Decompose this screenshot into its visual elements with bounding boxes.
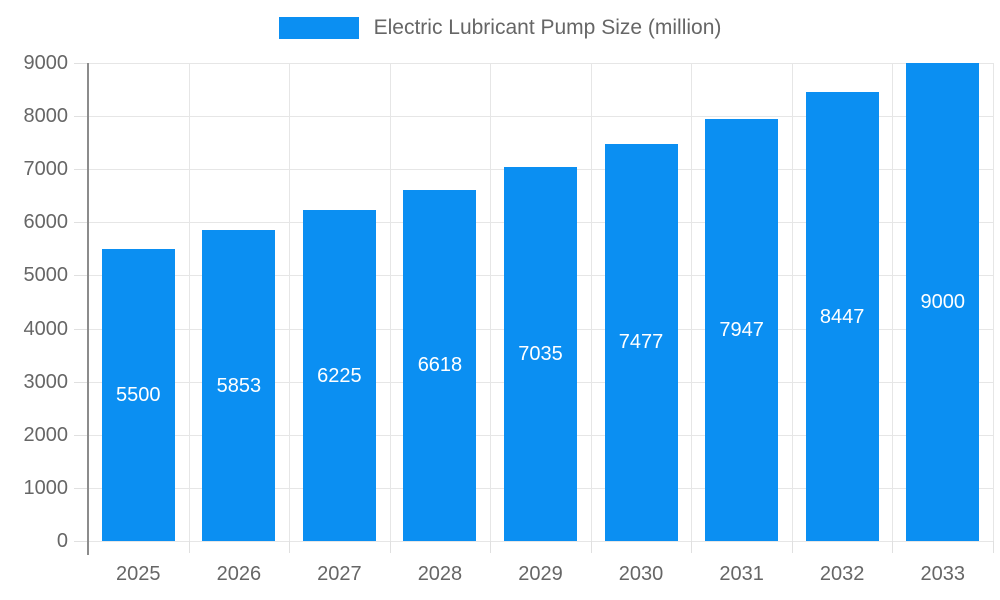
bar-value-label: 5853 <box>216 374 262 397</box>
x-tick-mark <box>389 541 391 553</box>
legend-label: Electric Lubricant Pump Size (million) <box>373 16 722 39</box>
bar-value-label: 6618 <box>417 354 463 377</box>
bar-value-label: 9000 <box>920 291 965 313</box>
x-gridline <box>590 63 592 541</box>
x-gridline <box>289 63 291 541</box>
bar-2033[interactable]: 9000 <box>906 63 980 541</box>
y-tick-mark <box>74 328 88 330</box>
x-axis-tick-label: 2032 <box>819 563 865 585</box>
x-gridline <box>188 63 190 541</box>
y-tick-mark <box>74 63 88 64</box>
x-gridline <box>691 63 693 541</box>
y-tick-mark <box>74 381 88 383</box>
x-tick-mark <box>791 541 793 553</box>
y-tick-mark <box>74 169 88 171</box>
y-axis-tick-label: 5000 <box>23 264 69 287</box>
y-axis-tick-label: 9000 <box>23 52 69 74</box>
bar-value-label: 7035 <box>518 343 563 366</box>
y-gridline <box>88 541 993 542</box>
y-axis-tick-label: 6000 <box>23 211 69 234</box>
x-axis-tick-label: 2025 <box>116 563 161 585</box>
y-gridline <box>88 116 993 118</box>
bar-value-label: 8447 <box>819 305 865 328</box>
y-axis-tick-label: 8000 <box>23 105 69 128</box>
x-gridline <box>892 63 894 541</box>
y-tick-mark <box>74 222 88 224</box>
y-axis-tick-label: 3000 <box>23 370 69 393</box>
bar-value-label: 6225 <box>317 364 362 387</box>
x-axis-tick-label: 2026 <box>216 563 262 585</box>
bar-value-label: 5500 <box>116 383 161 406</box>
bar-2032[interactable]: 8447 <box>805 92 879 541</box>
bar-2029[interactable]: 7035 <box>504 167 577 541</box>
y-tick-mark <box>74 434 88 436</box>
x-tick-mark <box>289 541 291 553</box>
bar-2028[interactable]: 6618 <box>403 189 477 541</box>
x-tick-mark <box>590 541 592 553</box>
bar-2030[interactable]: 7477 <box>604 143 678 541</box>
bar-2026[interactable]: 5853 <box>202 230 276 541</box>
x-gridline <box>791 63 793 541</box>
y-tick-mark <box>74 275 88 277</box>
x-axis-tick-label: 2031 <box>719 563 764 585</box>
x-axis-tick-label: 2030 <box>618 563 664 585</box>
x-gridline <box>389 63 391 541</box>
x-gridline <box>490 63 492 541</box>
bar-2025[interactable]: 5500 <box>101 248 175 541</box>
y-gridline <box>88 63 993 64</box>
y-tick-mark <box>74 541 88 542</box>
y-axis-tick-label: 2000 <box>23 423 69 446</box>
y-tick-mark <box>74 116 88 118</box>
x-axis-tick-label: 2027 <box>317 563 362 585</box>
y-axis-tick-label: 7000 <box>23 158 69 181</box>
legend-swatch <box>278 17 359 39</box>
y-tick-mark <box>74 487 88 489</box>
y-axis-line <box>87 63 89 555</box>
x-tick-mark <box>188 541 190 553</box>
bar-value-label: 7477 <box>618 331 664 354</box>
x-gridline <box>993 63 994 541</box>
bar-2031[interactable]: 7947 <box>705 118 779 541</box>
y-axis-tick-label: 0 <box>56 530 68 552</box>
bar-2027[interactable]: 6225 <box>302 210 376 541</box>
y-axis-tick-label: 4000 <box>23 317 69 340</box>
x-axis-tick-label: 2029 <box>518 563 563 585</box>
x-axis-tick-label: 2028 <box>417 563 463 585</box>
y-axis-tick-label: 1000 <box>23 476 69 499</box>
x-axis-tick-label: 2033 <box>920 563 965 585</box>
bar-value-label: 7947 <box>719 318 764 341</box>
x-tick-mark <box>691 541 693 553</box>
x-tick-mark <box>993 541 994 553</box>
x-tick-mark <box>490 541 492 553</box>
legend-item[interactable]: Electric Lubricant Pump Size (million) <box>0 16 1000 40</box>
x-tick-mark <box>892 541 894 553</box>
